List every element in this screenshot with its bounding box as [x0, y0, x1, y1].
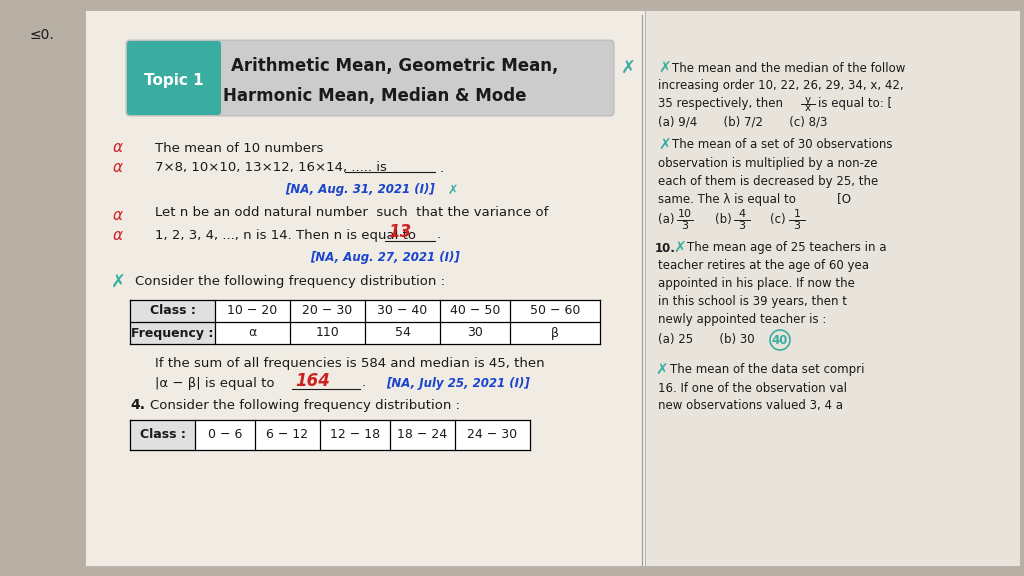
- Text: The mean age of 25 teachers in a: The mean age of 25 teachers in a: [687, 241, 887, 255]
- Text: 10.: 10.: [655, 241, 676, 255]
- Text: x: x: [805, 103, 811, 113]
- Text: 54: 54: [394, 327, 411, 339]
- Bar: [130, 420, 530, 450]
- Text: 3: 3: [794, 221, 801, 231]
- Text: ✗: ✗: [111, 273, 126, 291]
- Text: ≤0.: ≤0.: [30, 28, 54, 42]
- Text: ✗: ✗: [621, 59, 636, 77]
- Text: [NA, July 25, 2021 (I)]: [NA, July 25, 2021 (I)]: [386, 377, 530, 389]
- Text: Arithmetic Mean, Geometric Mean,: Arithmetic Mean, Geometric Mean,: [231, 57, 559, 75]
- Bar: [130, 300, 215, 322]
- Text: 10: 10: [678, 209, 692, 219]
- Text: α: α: [113, 207, 123, 222]
- Text: (a): (a): [658, 214, 675, 226]
- FancyBboxPatch shape: [126, 40, 614, 116]
- Text: Let n be an odd natural number  such  that the variance of: Let n be an odd natural number such that…: [155, 206, 549, 218]
- Text: (c): (c): [770, 214, 785, 226]
- Text: ✗: ✗: [449, 184, 459, 196]
- Text: |α − β| is equal to: |α − β| is equal to: [155, 377, 279, 389]
- Text: ✗: ✗: [655, 362, 668, 377]
- Text: The mean of a set of 30 observations: The mean of a set of 30 observations: [672, 138, 893, 151]
- Text: α: α: [113, 228, 123, 242]
- Text: 4.: 4.: [130, 398, 145, 412]
- Text: observation is multiplied by a non-ze: observation is multiplied by a non-ze: [658, 157, 878, 169]
- Text: The mean of 10 numbers: The mean of 10 numbers: [155, 142, 324, 154]
- Text: Frequency :: Frequency :: [131, 327, 214, 339]
- Bar: [645, 10, 1020, 566]
- Text: 40: 40: [772, 334, 788, 347]
- Text: Class :: Class :: [139, 429, 185, 441]
- Text: 110: 110: [315, 327, 339, 339]
- Text: α: α: [249, 327, 257, 339]
- Text: (a) 25       (b) 30: (a) 25 (b) 30: [658, 334, 755, 347]
- Text: [NA, Aug. 31, 2021 (I)]: [NA, Aug. 31, 2021 (I)]: [286, 184, 435, 196]
- Text: 1: 1: [794, 209, 801, 219]
- FancyBboxPatch shape: [127, 41, 221, 115]
- Text: increasing order 10, 22, 26, 29, 34, x, 42,: increasing order 10, 22, 26, 29, 34, x, …: [658, 79, 903, 93]
- Text: appointed in his place. If now the: appointed in his place. If now the: [658, 278, 855, 290]
- Text: 0 − 6: 0 − 6: [208, 429, 243, 441]
- Text: is equal to: [: is equal to: [: [818, 97, 892, 111]
- Text: (a) 9/4       (b) 7/2       (c) 8/3: (a) 9/4 (b) 7/2 (c) 8/3: [658, 116, 827, 128]
- Text: 12 − 18: 12 − 18: [330, 429, 380, 441]
- Text: Class :: Class :: [150, 305, 196, 317]
- Bar: [85, 10, 645, 566]
- Text: 40 − 50: 40 − 50: [450, 305, 500, 317]
- Text: 6 − 12: 6 − 12: [266, 429, 308, 441]
- Text: .: .: [437, 229, 441, 241]
- Text: (b): (b): [715, 214, 732, 226]
- Bar: [130, 300, 600, 344]
- Text: .: .: [362, 377, 367, 389]
- Text: Consider the following frequency distribution :: Consider the following frequency distrib…: [150, 399, 460, 411]
- Bar: [130, 322, 215, 344]
- Text: Harmonic Mean, Median & Mode: Harmonic Mean, Median & Mode: [223, 87, 526, 105]
- Text: 35 respectively, then: 35 respectively, then: [658, 97, 783, 111]
- Text: 1, 2, 3, 4, ..., n is 14. Then n is equal to: 1, 2, 3, 4, ..., n is 14. Then n is equa…: [155, 229, 420, 241]
- Text: new observations valued 3, 4 a: new observations valued 3, 4 a: [658, 400, 843, 412]
- Text: 30: 30: [467, 327, 483, 339]
- Text: 10 − 20: 10 − 20: [227, 305, 278, 317]
- Text: 50 − 60: 50 − 60: [529, 305, 581, 317]
- Text: 3: 3: [738, 221, 745, 231]
- Text: ✗: ✗: [658, 60, 671, 75]
- Text: ✗: ✗: [673, 241, 686, 256]
- Text: each of them is decreased by 25, the: each of them is decreased by 25, the: [658, 175, 879, 188]
- Text: If the sum of all frequencies is 584 and median is 45, then: If the sum of all frequencies is 584 and…: [155, 357, 545, 369]
- Text: The mean and the median of the follow: The mean and the median of the follow: [672, 62, 905, 74]
- Text: in this school is 39 years, then t: in this school is 39 years, then t: [658, 295, 847, 309]
- Bar: [130, 420, 195, 450]
- Text: 20 − 30: 20 − 30: [302, 305, 352, 317]
- Text: y: y: [805, 95, 811, 105]
- Text: Consider the following frequency distribution :: Consider the following frequency distrib…: [135, 275, 445, 289]
- Text: 4: 4: [738, 209, 745, 219]
- Text: α: α: [113, 161, 123, 176]
- Text: teacher retires at the age of 60 yea: teacher retires at the age of 60 yea: [658, 260, 869, 272]
- Text: 16. If one of the observation val: 16. If one of the observation val: [658, 381, 847, 395]
- Text: 164: 164: [295, 372, 330, 390]
- Text: ✗: ✗: [658, 138, 671, 153]
- Text: 13: 13: [388, 223, 412, 241]
- Text: β: β: [551, 327, 559, 339]
- Text: 18 − 24: 18 − 24: [397, 429, 447, 441]
- Text: 24 − 30: 24 − 30: [467, 429, 517, 441]
- Text: 30 − 40: 30 − 40: [378, 305, 428, 317]
- Text: .: .: [440, 161, 444, 175]
- Text: newly appointed teacher is :: newly appointed teacher is :: [658, 313, 826, 327]
- Text: Topic 1: Topic 1: [144, 73, 204, 88]
- Text: same. The λ is equal to           [O: same. The λ is equal to [O: [658, 192, 851, 206]
- Text: [NA, Aug. 27, 2021 (I)]: [NA, Aug. 27, 2021 (I)]: [310, 252, 460, 264]
- Text: α: α: [113, 141, 123, 156]
- Text: 7×8, 10×10, 13×12, 16×14, ..... is: 7×8, 10×10, 13×12, 16×14, ..... is: [155, 161, 387, 175]
- Text: 3: 3: [682, 221, 688, 231]
- Text: The mean of the data set compri: The mean of the data set compri: [670, 363, 864, 377]
